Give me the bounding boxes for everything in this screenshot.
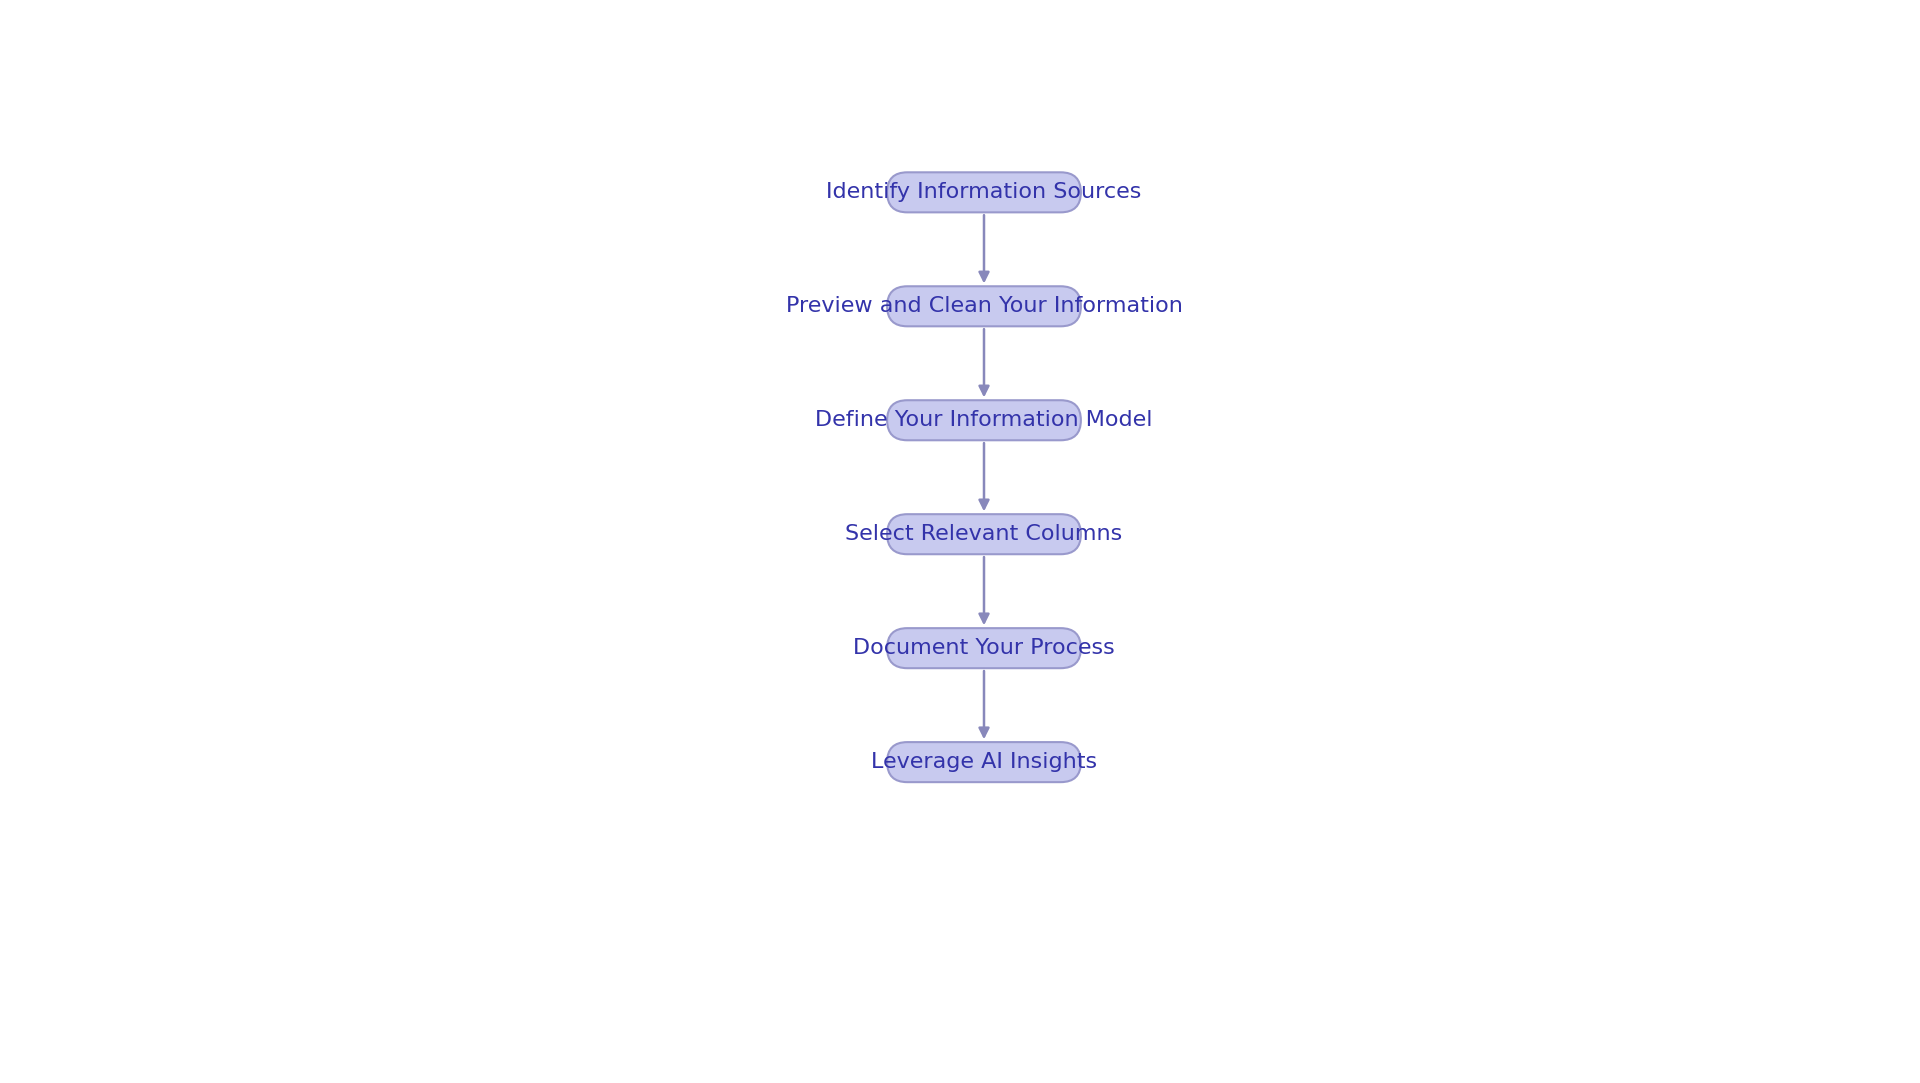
Text: Select Relevant Columns: Select Relevant Columns (845, 524, 1123, 545)
Text: Define Your Information Model: Define Your Information Model (816, 410, 1152, 430)
Text: Document Your Process: Document Your Process (852, 638, 1116, 658)
Text: Preview and Clean Your Information: Preview and Clean Your Information (785, 297, 1183, 316)
Text: Leverage AI Insights: Leverage AI Insights (872, 752, 1096, 772)
FancyBboxPatch shape (887, 286, 1081, 326)
FancyBboxPatch shape (887, 514, 1081, 554)
FancyBboxPatch shape (887, 628, 1081, 668)
FancyBboxPatch shape (887, 172, 1081, 212)
FancyBboxPatch shape (887, 742, 1081, 782)
Text: Identify Information Sources: Identify Information Sources (826, 182, 1142, 203)
FancyBboxPatch shape (887, 401, 1081, 441)
